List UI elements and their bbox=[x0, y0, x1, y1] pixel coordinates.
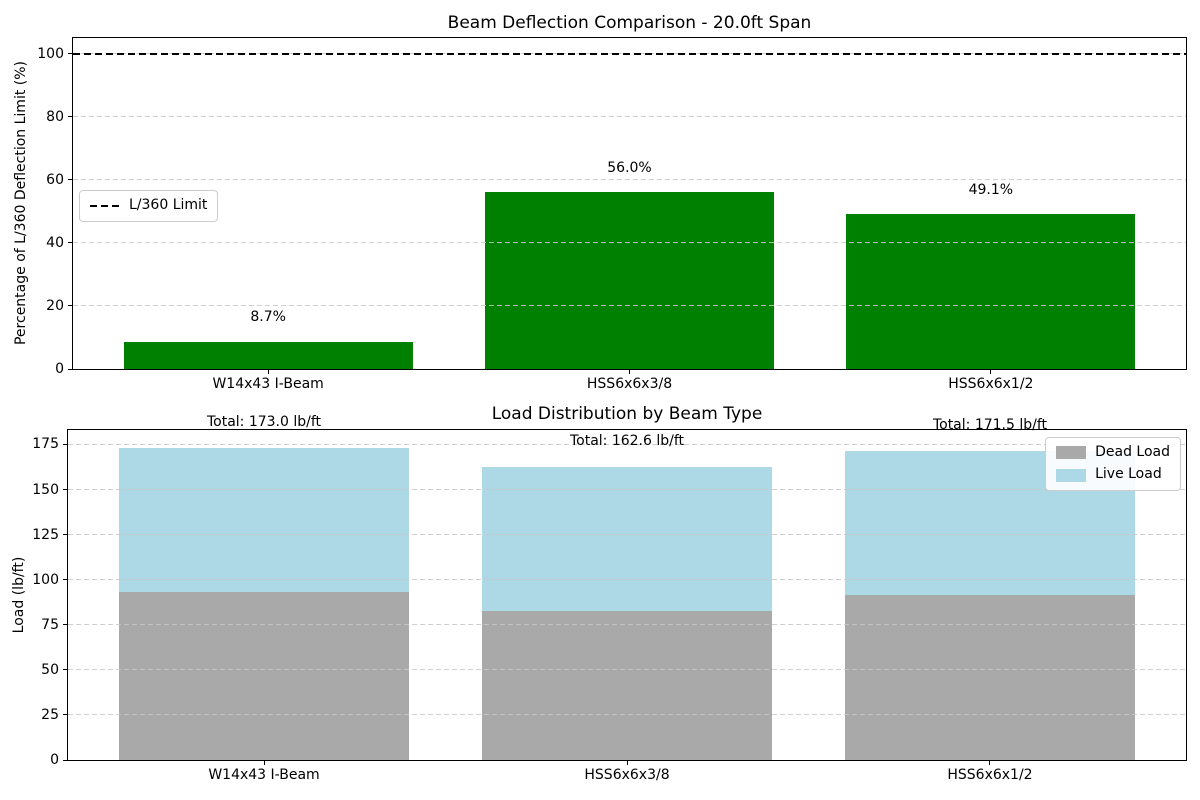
deflection-y-axis-label: Percentage of L/360 Deflection Limit (%) bbox=[13, 60, 29, 346]
y-axis-tick bbox=[63, 443, 68, 445]
bar-segment-live-load bbox=[481, 466, 773, 612]
load-chart-title: Load Distribution by Beam Type bbox=[491, 404, 763, 424]
load-plot-area: 0 25 50 75 100 125 150 175 W14x43 I-Beam Total: 1… bbox=[32, 415, 1187, 782]
x-axis-tick bbox=[990, 369, 992, 374]
y-axis-tick bbox=[68, 368, 73, 370]
y-tick-label: 100 bbox=[32, 571, 59, 588]
legend-label: Dead Load bbox=[1095, 444, 1170, 460]
y-axis-tick bbox=[63, 624, 68, 626]
legend-entry: Live Load bbox=[1056, 466, 1170, 483]
y-axis-tick bbox=[68, 179, 73, 181]
x-tick-label: HSS6x6x3/8 bbox=[586, 376, 673, 392]
y-axis-tick bbox=[63, 579, 68, 581]
legend-color-swatch bbox=[1056, 468, 1087, 482]
y-axis-tick bbox=[63, 489, 68, 491]
legend-label: L/360 Limit bbox=[129, 197, 208, 214]
bar-value-label: 8.7% bbox=[250, 309, 286, 326]
bar-segment-dead-load bbox=[844, 595, 1136, 760]
x-tick-label: W14x43 I-Beam bbox=[212, 376, 324, 392]
gridline bbox=[68, 534, 1186, 536]
y-tick-label: 0 bbox=[50, 752, 59, 768]
legend-entry: Dead Load bbox=[1056, 444, 1170, 460]
legend-color-swatch bbox=[1056, 446, 1087, 460]
legend-label: Live Load bbox=[1095, 466, 1162, 483]
x-tick-label: HSS6x6x1/2 bbox=[948, 376, 1034, 392]
gridline bbox=[68, 579, 1186, 581]
y-axis-tick bbox=[68, 53, 73, 55]
y-tick-label: 40 bbox=[46, 234, 64, 251]
y-axis-tick bbox=[63, 669, 68, 671]
legend: Dead Load Live Load bbox=[1045, 437, 1181, 491]
total-label: Total: 162.6 lb/ft bbox=[569, 432, 685, 449]
load-y-axis-label: Load (lb/ft) bbox=[11, 556, 27, 634]
legend: L/360 Limit bbox=[79, 190, 219, 222]
y-axis-tick bbox=[68, 116, 73, 118]
x-tick-label: HSS6x6x1/2 bbox=[947, 767, 1033, 783]
gridline bbox=[73, 305, 1186, 307]
y-axis-tick bbox=[68, 242, 73, 244]
y-tick-label: 75 bbox=[41, 616, 59, 633]
bar-segment-live-load bbox=[844, 450, 1136, 595]
y-tick-label: 100 bbox=[37, 45, 64, 62]
y-axis-tick bbox=[68, 305, 73, 307]
gridline bbox=[73, 242, 1186, 244]
legend-entry: L/360 Limit bbox=[90, 197, 208, 214]
bar-segment-live-load bbox=[118, 448, 410, 593]
y-tick-label: 150 bbox=[32, 481, 59, 498]
y-tick-label: 25 bbox=[41, 706, 59, 723]
legend-dashed-line-swatch bbox=[90, 204, 120, 207]
bar-segment-dead-load bbox=[481, 611, 773, 760]
bar-value-label: 56.0% bbox=[607, 160, 652, 177]
gridline bbox=[68, 714, 1186, 716]
deflection-plot-area: 0 20 40 60 80 100 W14x43 I-Beam 8.7% HSS6x6x3/8 5… bbox=[37, 37, 1187, 391]
x-axis-tick bbox=[629, 369, 630, 374]
gridline bbox=[73, 53, 1186, 55]
gridline bbox=[73, 179, 1186, 181]
deflection-limit-line bbox=[73, 52, 1186, 55]
x-tick-label: W14x43 I-Beam bbox=[208, 767, 320, 783]
bar bbox=[846, 214, 1136, 369]
y-axis-tick bbox=[63, 759, 68, 761]
y-tick-label: 125 bbox=[32, 526, 59, 543]
y-tick-label: 20 bbox=[46, 297, 64, 314]
x-tick-label: HSS6x6x3/8 bbox=[584, 767, 670, 783]
gridline bbox=[73, 116, 1186, 118]
deflection-chart-title: Beam Deflection Comparison - 20.0ft Span bbox=[447, 13, 812, 33]
y-tick-label: 80 bbox=[46, 108, 64, 125]
bar-segment-dead-load bbox=[118, 592, 410, 760]
bar-value-label: 49.1% bbox=[968, 181, 1014, 198]
x-axis-tick bbox=[263, 760, 265, 765]
bar bbox=[484, 192, 775, 369]
y-tick-label: 60 bbox=[46, 171, 64, 188]
y-tick-label: 175 bbox=[32, 436, 59, 453]
y-axis-tick bbox=[63, 534, 68, 536]
total-label: Total: 171.5 lb/ft bbox=[932, 416, 1048, 433]
bar bbox=[123, 341, 413, 369]
gridline bbox=[68, 669, 1186, 671]
total-label: Total: 173.0 lb/ft bbox=[206, 414, 322, 431]
x-axis-tick bbox=[626, 760, 628, 765]
x-axis-tick bbox=[989, 760, 991, 765]
y-tick-label: 50 bbox=[41, 661, 59, 678]
y-axis-tick bbox=[63, 714, 68, 716]
gridline bbox=[68, 624, 1186, 626]
x-axis-tick bbox=[267, 369, 269, 374]
y-tick-label: 0 bbox=[55, 361, 64, 377]
gridline bbox=[68, 489, 1186, 491]
gridline bbox=[68, 443, 1186, 445]
